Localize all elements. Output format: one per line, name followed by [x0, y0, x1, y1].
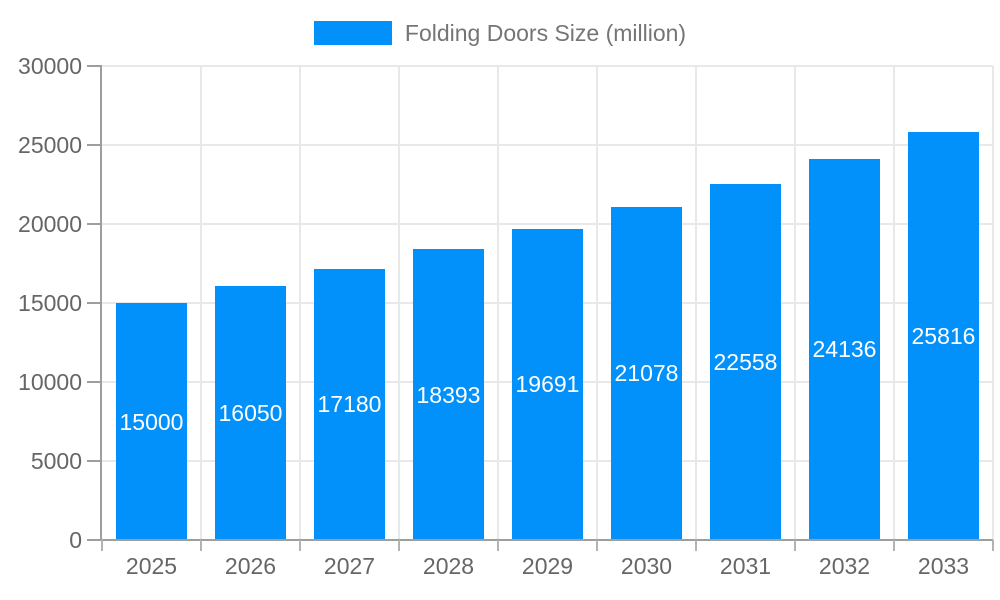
- x-gridline: [992, 66, 994, 540]
- bar-value-label: 19691: [515, 371, 580, 398]
- x-tick-label: 2029: [521, 553, 574, 579]
- y-gridline: [102, 65, 993, 67]
- y-tick-mark: [87, 65, 102, 67]
- x-tick-mark: [596, 540, 598, 551]
- bar[interactable]: 22558: [710, 183, 781, 540]
- bar-value-label: 21078: [614, 360, 679, 387]
- x-tick-label: 2026: [224, 553, 277, 579]
- legend-label: Folding Doors Size (million): [404, 20, 687, 46]
- x-gridline: [497, 66, 499, 540]
- x-tick-label: 2028: [422, 553, 475, 579]
- bar[interactable]: 18393: [413, 249, 484, 540]
- y-tick-mark: [87, 302, 102, 304]
- x-tick-label: 2031: [719, 553, 772, 579]
- x-tick-label: 2033: [917, 553, 970, 579]
- x-tick-mark: [200, 540, 202, 551]
- bar[interactable]: 16050: [215, 286, 286, 540]
- y-tick-label: 10000: [18, 369, 82, 395]
- bar-value-label: 25816: [911, 323, 976, 350]
- x-gridline: [794, 66, 796, 540]
- legend-swatch: [313, 21, 392, 45]
- x-axis-line: [100, 539, 993, 541]
- bar[interactable]: 15000: [116, 303, 187, 540]
- y-tick-label: 20000: [18, 211, 82, 237]
- x-tick-mark: [893, 540, 895, 551]
- x-gridline: [398, 66, 400, 540]
- bar[interactable]: 24136: [809, 158, 880, 540]
- x-tick-mark: [101, 540, 103, 551]
- x-tick-mark: [794, 540, 796, 551]
- x-tick-label: 2032: [818, 553, 871, 579]
- bar-value-label: 16050: [218, 400, 283, 427]
- legend[interactable]: Folding Doors Size (million): [0, 19, 1000, 47]
- y-tick-label: 0: [69, 527, 82, 553]
- bar[interactable]: 25816: [908, 132, 979, 540]
- x-tick-mark: [992, 540, 994, 551]
- bar[interactable]: 21078: [611, 206, 682, 540]
- bar-value-label: 17180: [317, 391, 382, 418]
- x-tick-mark: [398, 540, 400, 551]
- y-tick-mark: [87, 539, 102, 541]
- y-tick-label: 25000: [18, 132, 82, 158]
- bar-value-label: 18393: [416, 381, 481, 408]
- y-tick-label: 5000: [30, 448, 82, 474]
- y-gridline: [102, 223, 993, 225]
- x-gridline: [596, 66, 598, 540]
- x-tick-label: 2027: [323, 553, 376, 579]
- bar-value-label: 22558: [713, 348, 778, 375]
- x-tick-mark: [299, 540, 301, 551]
- x-tick-mark: [497, 540, 499, 551]
- x-tick-label: 2025: [125, 553, 178, 579]
- y-tick-label: 15000: [18, 290, 82, 316]
- y-tick-mark: [87, 381, 102, 383]
- x-gridline: [299, 66, 301, 540]
- y-tick-mark: [87, 460, 102, 462]
- bar-value-label: 24136: [812, 336, 877, 363]
- bar[interactable]: 17180: [314, 268, 385, 540]
- x-gridline: [200, 66, 202, 540]
- y-tick-mark: [87, 223, 102, 225]
- y-gridline: [102, 144, 993, 146]
- y-tick-label: 30000: [18, 53, 82, 79]
- x-tick-label: 2030: [620, 553, 673, 579]
- x-gridline: [695, 66, 697, 540]
- bar-value-label: 15000: [119, 408, 184, 435]
- x-gridline: [893, 66, 895, 540]
- y-tick-mark: [87, 144, 102, 146]
- bar[interactable]: 19691: [512, 228, 583, 540]
- x-tick-mark: [695, 540, 697, 551]
